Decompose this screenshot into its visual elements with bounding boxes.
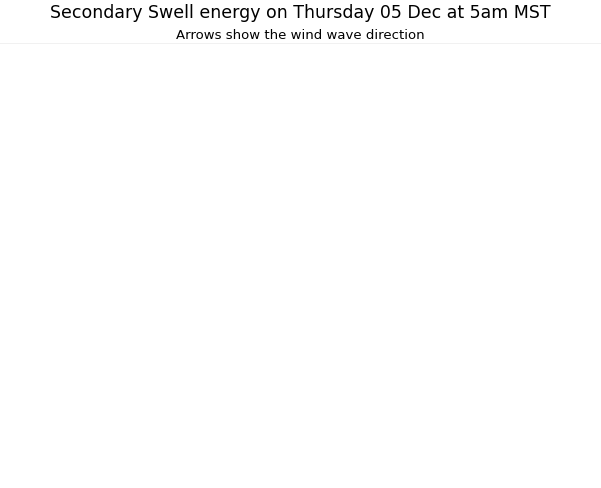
Text: cartopy not available: cartopy not available <box>227 260 374 273</box>
Text: Secondary Swell energy on Thursday 05 Dec at 5am MST: Secondary Swell energy on Thursday 05 De… <box>50 3 551 21</box>
Text: Arrows show the wind wave direction: Arrows show the wind wave direction <box>176 29 425 42</box>
